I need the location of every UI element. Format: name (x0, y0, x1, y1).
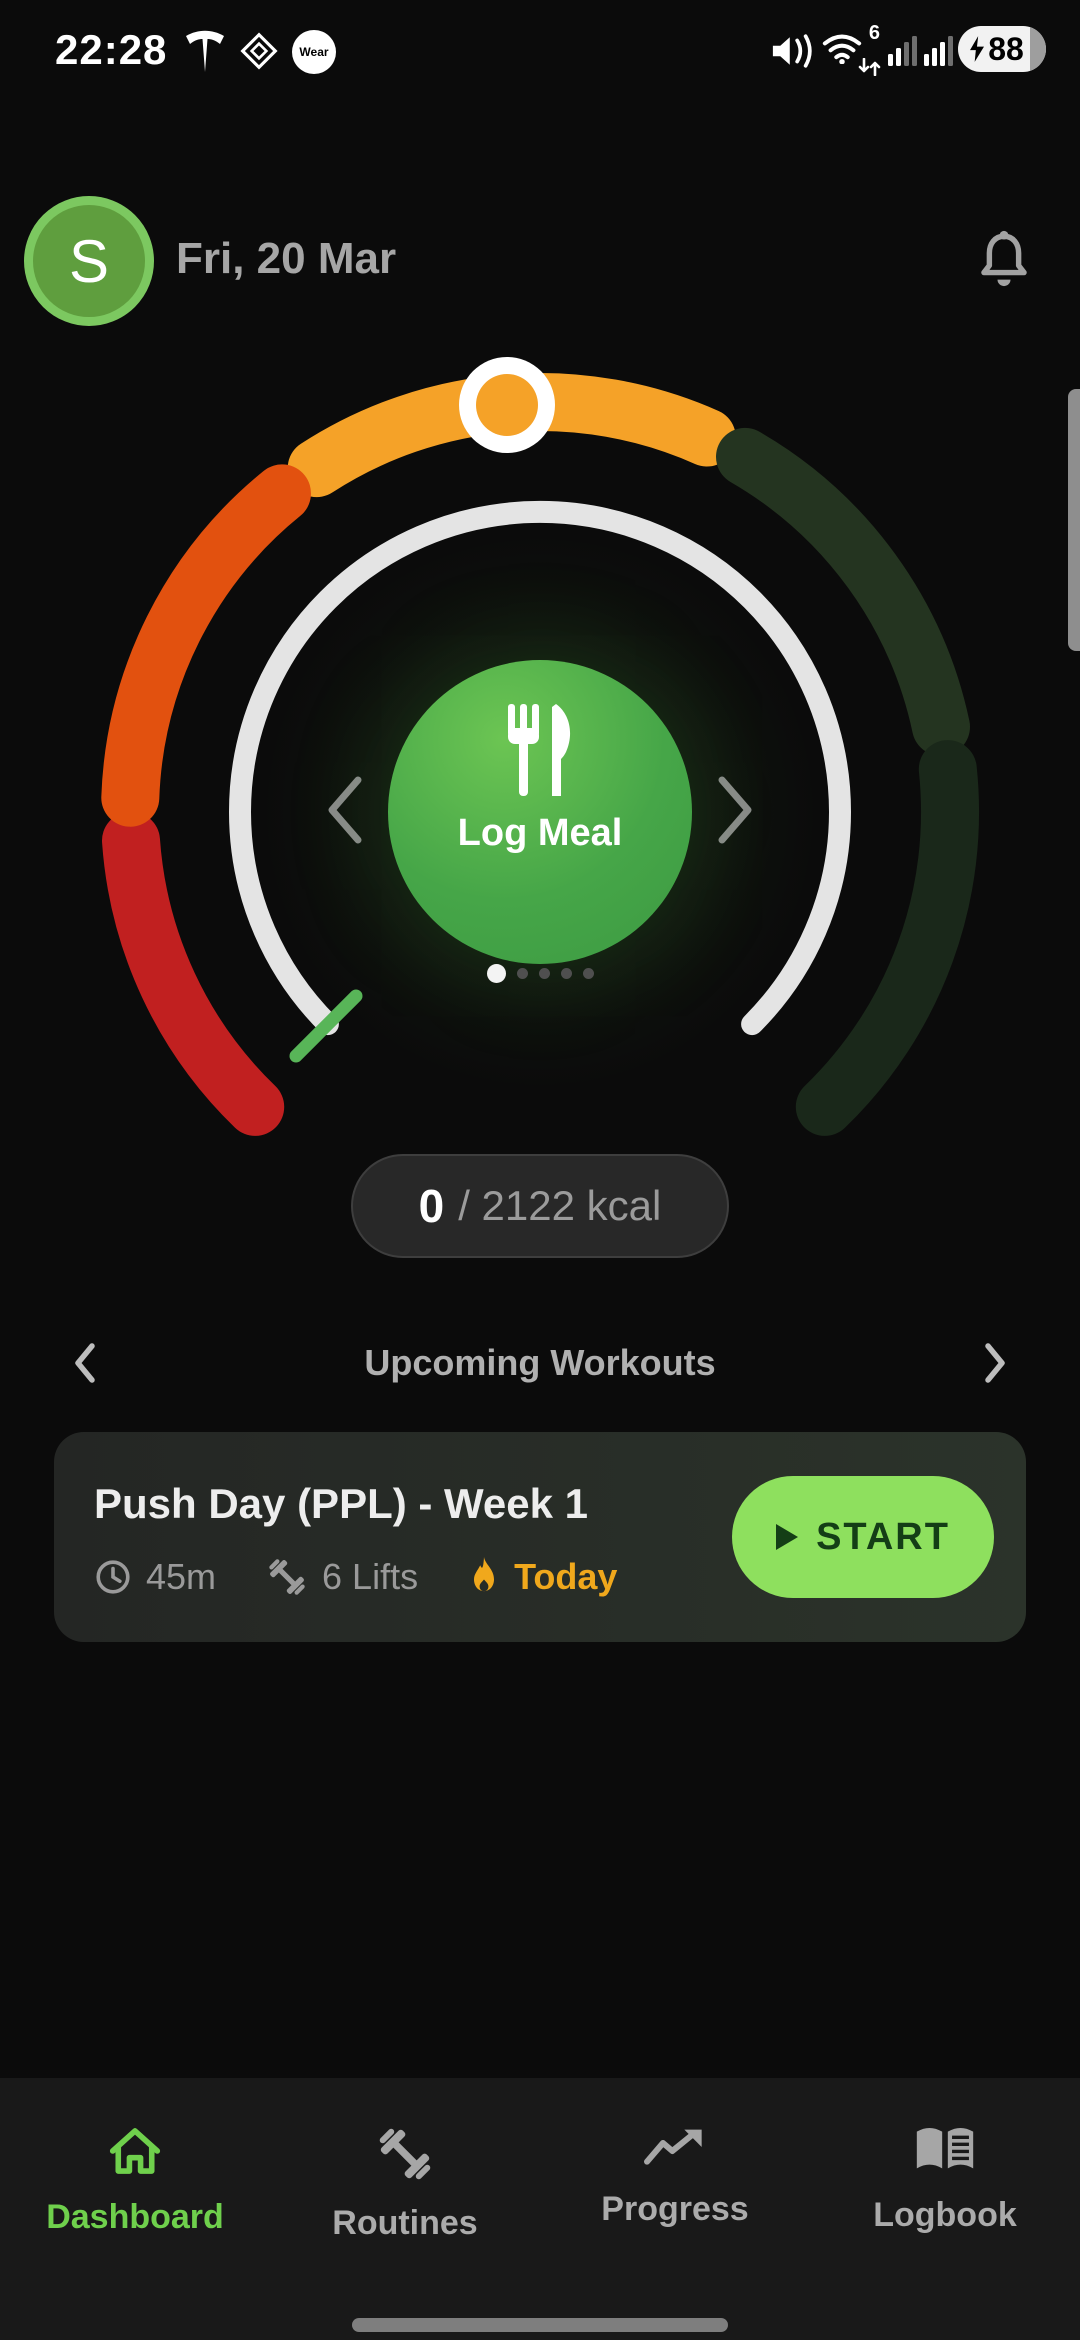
play-icon (776, 1524, 799, 1550)
dumbbell-icon (269, 1559, 305, 1595)
tesla-icon (186, 30, 224, 72)
diamond-app-icon (240, 32, 278, 70)
calories-goal: / 2122 kcal (458, 1182, 662, 1229)
header-date: Fri, 20 Mar (176, 234, 397, 283)
pagination-dot-active[interactable] (486, 964, 506, 983)
scrollbar-thumb[interactable] (1068, 389, 1080, 651)
wifi-6-label: 6 (868, 22, 880, 44)
workout-meta: 45m 6 Lifts Today (94, 1554, 617, 1600)
gauge-segment-red (102, 811, 285, 1136)
workout-today-badge: Today (514, 1556, 618, 1597)
signal-bars-sim1-icon (888, 36, 917, 66)
carousel-prev-icon[interactable] (328, 776, 362, 844)
workout-title: Push Day (PPL) - Week 1 (94, 1480, 589, 1527)
gauge-segment-green-lower (795, 740, 980, 1136)
gesture-handle[interactable] (352, 2318, 728, 2332)
carousel-next-icon[interactable] (718, 776, 752, 844)
bottom-navigation: Dashboard Routines Progress (0, 2078, 1080, 2340)
wifi-icon: 6 (822, 22, 882, 76)
battery-indicator: 88 (958, 26, 1046, 72)
trending-up-icon (644, 2129, 702, 2165)
workout-card[interactable]: Push Day (PPL) - Week 1 45m 6 Lifts (54, 1432, 1026, 1642)
profile-avatar[interactable]: S (24, 196, 154, 326)
home-icon (109, 2128, 161, 2174)
gauge-track (229, 500, 851, 1036)
upcoming-next-icon[interactable] (982, 1340, 1008, 1386)
notifications-bell-icon[interactable] (978, 228, 1030, 290)
battery-percent: 88 (988, 30, 1024, 67)
sound-muted-vibrate-icon (772, 34, 812, 68)
gauge-segment-green-upper (716, 427, 970, 756)
fork-knife-icon (508, 704, 571, 796)
wifi-arrows-icon (858, 58, 881, 76)
upcoming-prev-icon[interactable] (72, 1340, 98, 1386)
gauge-progress-tick (289, 989, 363, 1063)
signal-bars-sim2-icon (924, 36, 953, 66)
log-meal-label: Log Meal (457, 812, 623, 854)
avatar-initial: S (68, 227, 110, 295)
pagination-dot[interactable] (582, 968, 594, 979)
charging-bolt-icon (970, 36, 985, 62)
wear-os-badge-icon: Wear (292, 30, 336, 74)
flame-icon (474, 1557, 495, 1592)
nav-item-dashboard[interactable]: Dashboard (0, 2078, 270, 2340)
nav-label-progress: Progress (601, 2190, 749, 2228)
wear-badge-label: Wear (299, 45, 329, 59)
log-meal-button[interactable]: Log Meal (388, 660, 692, 964)
start-button-label: START (816, 1515, 950, 1558)
status-time: 22:28 (55, 26, 168, 73)
clock-icon (96, 1560, 130, 1594)
nav-label-routines: Routines (332, 2204, 478, 2242)
nav-label-dashboard: Dashboard (46, 2198, 224, 2236)
workout-duration: 45m (146, 1556, 217, 1597)
workout-exercises: 6 Lifts (322, 1556, 419, 1597)
nav-item-routines[interactable]: Routines (270, 2078, 540, 2340)
carousel-pagination[interactable] (0, 964, 1080, 983)
upcoming-workouts-title: Upcoming Workouts (364, 1342, 716, 1383)
pagination-dot[interactable] (516, 968, 528, 979)
gauge-segment-orange (101, 464, 311, 827)
pagination-dot[interactable] (560, 968, 572, 979)
battery-tip (1030, 26, 1046, 72)
gauge-knob-center (476, 374, 538, 436)
routines-dumbbell-icon (379, 2128, 431, 2180)
nav-label-logbook: Logbook (873, 2196, 1017, 2234)
logbook-book-icon (916, 2127, 974, 2169)
calories-current: 0 (418, 1180, 445, 1232)
nav-item-progress[interactable]: Progress (540, 2078, 810, 2340)
calories-summary-pill: 0 / 2122 kcal (351, 1154, 729, 1258)
start-workout-button[interactable]: START (732, 1476, 994, 1598)
pagination-dot[interactable] (538, 968, 550, 979)
calorie-gauge (101, 357, 980, 1136)
nav-item-logbook[interactable]: Logbook (810, 2078, 1080, 2340)
